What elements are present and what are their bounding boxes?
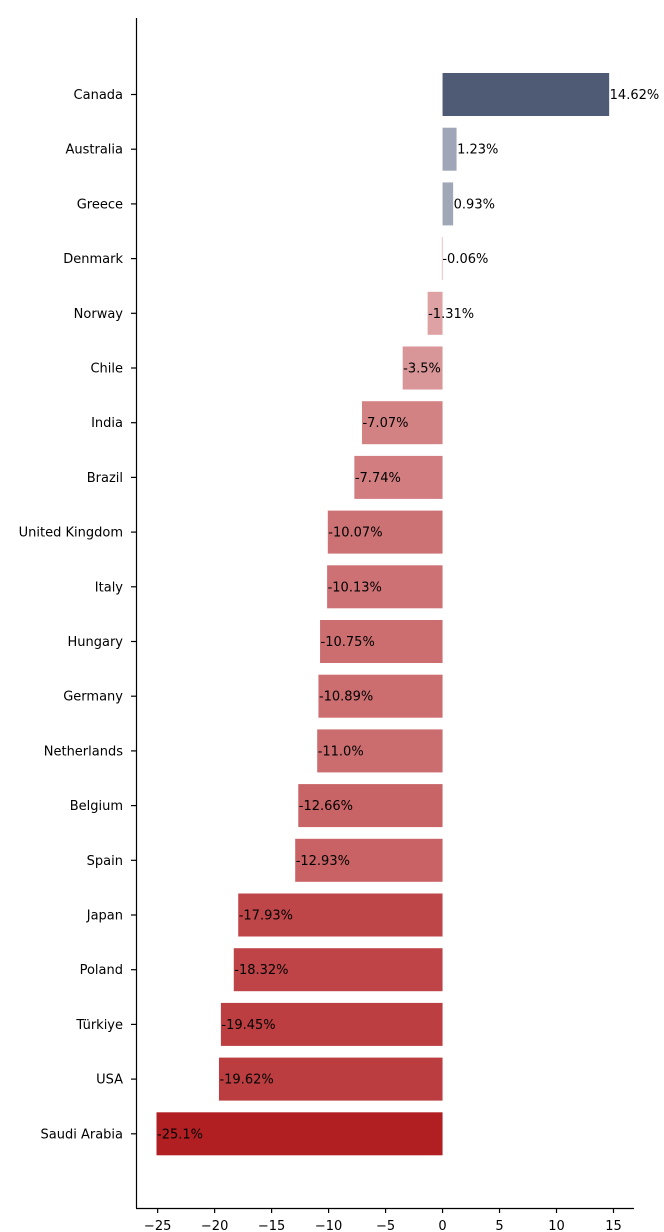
- data-label-poland: -18.32%: [234, 963, 288, 978]
- y-axis: Canada Australia Greece Denmark Norway Chile I…: [19, 18, 138, 1208]
- data-label-australia: 1.23%: [457, 143, 498, 158]
- x-tick-label-5: 0: [438, 1219, 446, 1232]
- x-tick-label-6: 5: [495, 1219, 503, 1232]
- bar-spain: [295, 838, 443, 882]
- y-tick-label-germany: Germany: [63, 690, 123, 705]
- x-axis: −25 −20 −15 −10 −5 0 5 10 15: [136, 1207, 634, 1232]
- y-tick-label-netherlands: Netherlands: [44, 744, 123, 759]
- bar-netherlands: [317, 729, 443, 773]
- bar-united-kingdom: [327, 510, 443, 554]
- bar-brazil: [354, 455, 443, 499]
- data-label-netherlands: -11.0%: [318, 744, 364, 759]
- y-tick-label-spain: Spain: [87, 854, 123, 869]
- bar-chile: [402, 346, 443, 390]
- bar-australia: [442, 127, 457, 171]
- y-tick-label-turkiye: Türkiye: [75, 1018, 123, 1033]
- data-label-denmark: -0.06%: [442, 252, 488, 267]
- data-label-spain: -12.93%: [296, 854, 350, 869]
- y-tick-label-united-kingdom: United Kingdom: [19, 526, 123, 541]
- y-tick-label-italy: Italy: [95, 580, 124, 595]
- y-tick-label-india: India: [91, 416, 123, 431]
- data-label-greece: 0.93%: [454, 197, 495, 212]
- data-label-turkiye: -19.45%: [221, 1018, 275, 1033]
- data-label-germany: -10.89%: [319, 690, 373, 705]
- bar-denmark: [441, 237, 443, 281]
- y-tick-label-brazil: Brazil: [87, 471, 123, 486]
- data-label-japan: -17.93%: [239, 909, 293, 924]
- data-label-hungary: -10.75%: [321, 635, 375, 650]
- bar-italy: [327, 565, 443, 609]
- data-label-united-kingdom: -10.07%: [328, 526, 382, 541]
- bar-saudi-arabia: [156, 1112, 443, 1156]
- bar-norway: [427, 291, 443, 335]
- bar-japan: [238, 893, 443, 937]
- data-label-india: -7.07%: [362, 416, 408, 431]
- y-tick-label-japan: Japan: [86, 909, 123, 924]
- x-tick-label-7: 10: [548, 1219, 565, 1232]
- y-tick-label-norway: Norway: [74, 307, 124, 322]
- y-tick-label-hungary: Hungary: [67, 635, 123, 650]
- data-label-brazil: -7.74%: [355, 471, 401, 486]
- bar-usa: [218, 1057, 443, 1101]
- bar-hungary: [320, 620, 443, 663]
- bar-poland: [233, 948, 443, 992]
- bar-turkiye: [220, 1002, 443, 1046]
- x-tick-label-2: −15: [258, 1219, 285, 1232]
- data-labels-group: 14.62% 1.23% 0.93% -0.06% -1.31% -3.5% -7.07% -…: [157, 88, 659, 1142]
- data-label-belgium: -12.66%: [299, 799, 353, 814]
- bar-germany: [318, 674, 443, 718]
- y-tick-label-greece: Greece: [77, 197, 123, 212]
- data-label-usa: -19.62%: [219, 1073, 273, 1088]
- data-label-canada: 14.62%: [610, 88, 660, 103]
- bar-greece: [442, 182, 454, 226]
- x-tick-label-1: −20: [201, 1219, 228, 1232]
- data-label-chile: -3.5%: [403, 362, 441, 377]
- x-tick-label-0: −25: [144, 1219, 171, 1232]
- bar-belgium: [298, 784, 443, 828]
- bars-group: [156, 73, 610, 1156]
- x-tick-label-4: −5: [376, 1219, 395, 1232]
- y-tick-label-australia: Australia: [65, 143, 123, 158]
- y-tick-label-poland: Poland: [80, 963, 123, 978]
- y-tick-label-chile: Chile: [90, 362, 123, 377]
- data-label-saudi-arabia: -25.1%: [157, 1127, 203, 1142]
- x-tick-label-8: 15: [605, 1219, 622, 1232]
- x-tick-label-3: −10: [315, 1219, 342, 1232]
- data-label-norway: -1.31%: [428, 307, 474, 322]
- data-label-italy: -10.13%: [328, 580, 382, 595]
- y-tick-label-canada: Canada: [74, 88, 123, 103]
- y-tick-label-denmark: Denmark: [63, 252, 123, 267]
- bar-canada: [442, 73, 610, 116]
- bar-india: [361, 401, 443, 445]
- y-tick-label-usa: USA: [96, 1073, 123, 1088]
- y-tick-label-belgium: Belgium: [70, 799, 123, 814]
- y-tick-label-saudi-arabia: Saudi Arabia: [41, 1127, 124, 1142]
